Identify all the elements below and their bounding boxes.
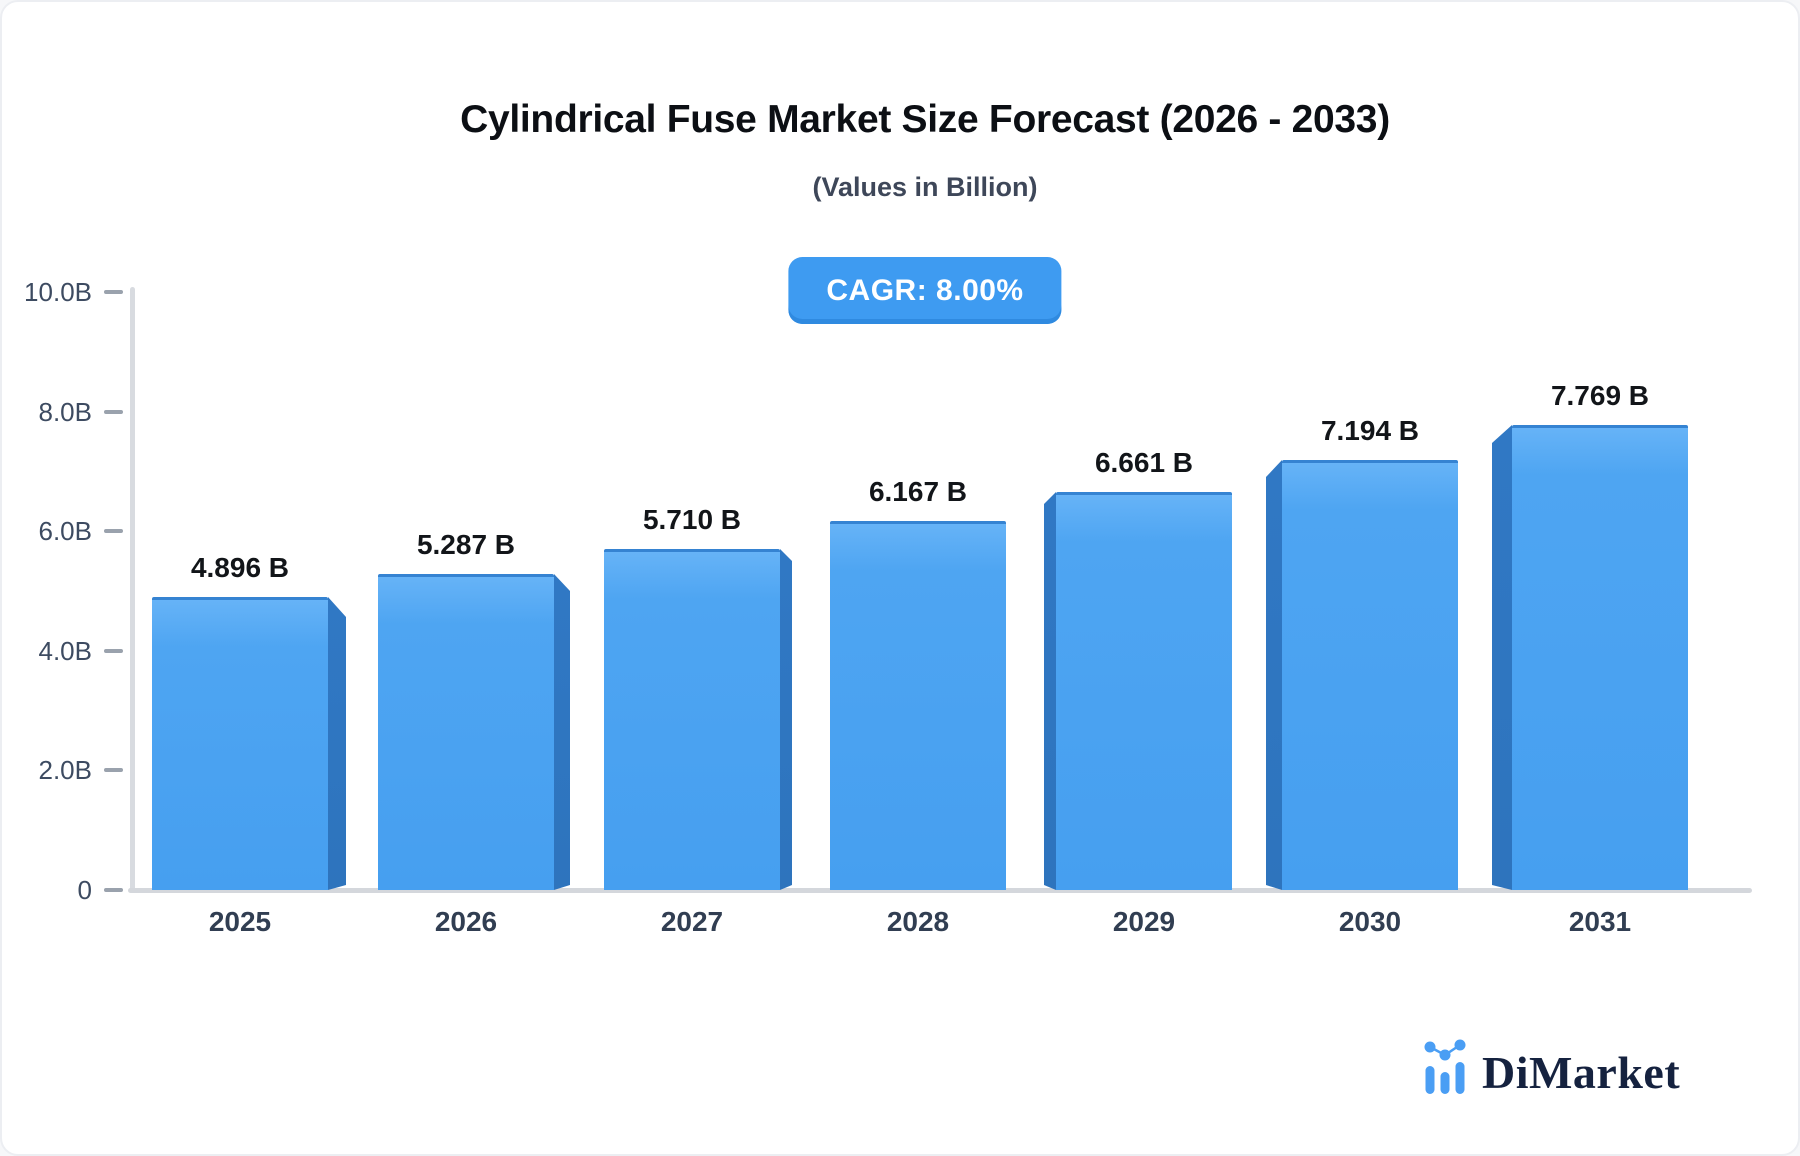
y-tick-label: 0 — [77, 875, 92, 905]
y-tick-mark — [104, 529, 123, 534]
bar-2031 — [1512, 425, 1688, 890]
bar-2028 — [830, 521, 1006, 890]
x-category-label: 2030 — [1338, 906, 1402, 937]
x-category-label: 2029 — [1112, 906, 1176, 937]
dimarket-logo-icon — [1424, 1039, 1466, 1094]
x-category-label: 2027 — [660, 906, 724, 937]
x-category-label: 2025 — [208, 906, 272, 937]
chart-title: Cylindrical Fuse Market Size Forecast (2… — [460, 98, 1390, 141]
y-tick-label: 6.0B — [38, 516, 93, 547]
dimarket-logo-text: DiMarket — [1482, 1047, 1681, 1098]
dimarket-logo: DiMarket — [1422, 1034, 1680, 1096]
bar-value-label: 5.710 B — [642, 504, 742, 535]
bar-value-label: 6.167 B — [868, 476, 968, 507]
chart-subtitle: (Values in Billion) — [812, 172, 1038, 202]
x-category-label: 2028 — [886, 906, 950, 937]
bar-3d-side — [554, 574, 570, 890]
x-axis-line — [128, 888, 1752, 893]
bar-value-label: 5.287 B — [416, 529, 516, 560]
bar-3d-side — [328, 597, 346, 890]
cagr-badge: CAGR: 8.00% — [788, 257, 1062, 324]
y-tick-label: 2.0B — [38, 755, 93, 786]
y-tick-label: 4.0B — [38, 635, 93, 666]
bar-3d-side — [1492, 425, 1512, 890]
y-tick-mark — [104, 648, 123, 653]
bar-3d-side — [780, 549, 792, 890]
bar-value-label: 6.661 B — [1094, 447, 1194, 478]
bar-2027 — [604, 549, 780, 890]
bar-2026 — [378, 574, 554, 890]
y-tick-mark — [104, 768, 123, 773]
bar-3d-side — [1266, 460, 1282, 890]
y-tick-label: 8.0B — [38, 396, 93, 427]
y-tick-mark — [104, 888, 123, 892]
bar-value-label: 7.194 B — [1320, 415, 1420, 446]
y-tick-mark — [104, 290, 123, 294]
bar-value-label: 4.896 B — [190, 552, 290, 583]
x-category-label: 2031 — [1568, 906, 1632, 937]
y-tick-label: 10.0B — [24, 277, 92, 307]
x-category-label: 2026 — [434, 906, 498, 937]
bar-2025 — [152, 597, 328, 890]
bar-2030 — [1282, 460, 1458, 890]
y-axis-line — [130, 287, 135, 893]
bar-value-label: 7.769 B — [1550, 380, 1650, 411]
bar-3d-side — [1044, 492, 1056, 890]
y-tick-mark — [104, 409, 123, 414]
bar-2029 — [1056, 492, 1232, 890]
